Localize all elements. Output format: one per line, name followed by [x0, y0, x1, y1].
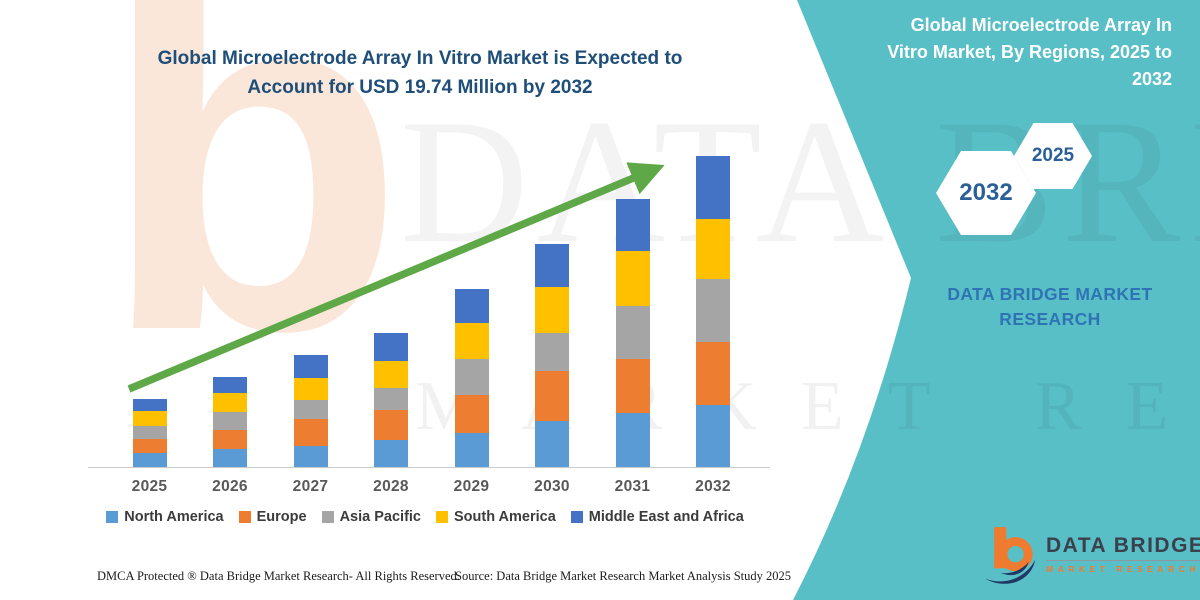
chart-title-line2: Account for USD 19.74 Million by 2032: [247, 77, 593, 98]
bar-segment: [454, 395, 489, 433]
bar-segment: [374, 410, 408, 441]
bar-segment: [374, 440, 408, 467]
bar-2032: [696, 155, 730, 467]
legend-swatch-icon: [321, 511, 334, 523]
legend-swatch-icon: [106, 511, 119, 523]
bar-2030: [535, 244, 569, 467]
legend-label: Europe: [256, 509, 307, 525]
bar-segment: [132, 438, 167, 453]
bar-segment: [615, 358, 650, 413]
bar-segment: [293, 400, 328, 420]
bar-segment: [374, 388, 408, 411]
bar-segment: [293, 446, 328, 467]
legend-label: Middle East and Africa: [588, 509, 744, 525]
brand-text-line1: DATA BRIDGE MARKET: [947, 284, 1153, 304]
chart-title-line1: Global Microelectrode Array In Vitro Mar…: [157, 48, 683, 69]
bar-segment: [535, 244, 569, 288]
bar-segment: [293, 377, 328, 401]
bar-segment: [696, 155, 730, 219]
bar-segment: [454, 288, 489, 323]
bar-segment: [615, 305, 650, 359]
bar-segment: [454, 432, 489, 467]
bar-segment: [696, 404, 730, 467]
x-axis-label-2026: 2026: [212, 478, 248, 495]
brand-text-line2: RESEARCH: [999, 309, 1101, 329]
logo-subtitle: MARKET RESEARCH: [1046, 560, 1200, 574]
legend-item: Europe: [238, 509, 307, 525]
bar-segment: [374, 361, 408, 389]
legend-label: South America: [454, 509, 556, 525]
x-axis-label-2025: 2025: [131, 478, 168, 495]
chart-legend: North America Europe Asia Pacific South Ame…: [80, 509, 770, 525]
bar-segment: [132, 398, 167, 411]
bar-segment: [213, 392, 247, 413]
databridge-b-icon: [984, 527, 1036, 584]
bar-segment: [213, 412, 247, 430]
hexagon-2032-label: 2032: [959, 179, 1013, 206]
footer-source-text: Source: Data Bridge Market Research Mark…: [455, 569, 792, 583]
legend-swatch-icon: [238, 511, 251, 523]
legend-label: Asia Pacific: [339, 509, 421, 525]
bar-segment: [615, 198, 650, 251]
logo-title: DATA BRIDGE: [1046, 534, 1200, 557]
brand-text-block: DATA BRIDGE MARKET RESEARCH: [915, 282, 1185, 332]
footer-dmca-text: DMCA Protected ® Data Bridge Market Rese…: [97, 569, 460, 583]
hexagon-2025: 2025: [1014, 123, 1092, 189]
chart-area: 2025 2026 2027 2028 2029 2030 2031 2032: [88, 148, 770, 495]
databridge-logo: DATA BRIDGE MARKET RESEARCH: [982, 524, 1200, 590]
bar-segment: [132, 452, 167, 467]
bar-segment: [535, 333, 569, 372]
right-panel-title: Global Microelectrode Array In Vitro Mar…: [822, 12, 1172, 93]
bar-segment: [132, 410, 167, 426]
bar-segment: [132, 425, 167, 439]
x-axis-line: [88, 467, 770, 468]
legend-item: South America: [436, 509, 556, 525]
bar-segment: [454, 322, 489, 359]
bar-2026: [213, 376, 247, 467]
bar-2025: [132, 398, 167, 467]
x-axis-label-2028: 2028: [373, 478, 409, 495]
bar-segment: [535, 420, 569, 467]
bar-segment: [696, 341, 730, 405]
legend-label: North America: [124, 509, 224, 525]
bar-2029: [454, 288, 489, 467]
x-axis-label-2032: 2032: [695, 478, 731, 495]
bar-2031: [615, 198, 650, 467]
bar-2027: [293, 354, 328, 467]
bar-segment: [293, 354, 328, 378]
bar-segment: [615, 250, 650, 306]
bar-segment: [696, 218, 730, 279]
bar-segment: [454, 358, 489, 395]
legend-swatch-icon: [570, 511, 583, 523]
legend-swatch-icon: [436, 511, 448, 523]
logo-text-block: DATA BRIDGE MARKET RESEARCH: [1046, 534, 1200, 574]
right-panel-title-line1: Global Microelectrode Array In: [910, 15, 1172, 35]
bar-segment: [213, 449, 247, 467]
chart-title: Global Microelectrode Array In Vitro Mar…: [88, 44, 752, 102]
right-panel-title-line3: 2032: [1131, 69, 1172, 89]
bar-segment: [696, 278, 730, 342]
legend-item: Asia Pacific: [321, 509, 421, 525]
bar-segment: [213, 429, 247, 450]
bar-2028: [374, 333, 408, 467]
bar-segment: [374, 333, 408, 362]
bar-segment: [213, 376, 247, 393]
bar-segment: [535, 371, 569, 421]
bar-segment: [293, 419, 328, 447]
legend-item: North America: [106, 509, 224, 525]
right-panel-title-line2: Vitro Market, By Regions, 2025 to: [887, 42, 1172, 62]
x-axis-label-2029: 2029: [453, 478, 490, 495]
bar-segment: [615, 412, 650, 467]
x-axis-label-2027: 2027: [292, 478, 329, 495]
bar-segment: [535, 287, 569, 334]
hexagon-2025-label: 2025: [1031, 145, 1075, 166]
legend-item: Middle East and Africa: [570, 509, 744, 525]
x-axis-label-2031: 2031: [614, 478, 651, 495]
x-axis-label-2030: 2030: [534, 478, 570, 495]
